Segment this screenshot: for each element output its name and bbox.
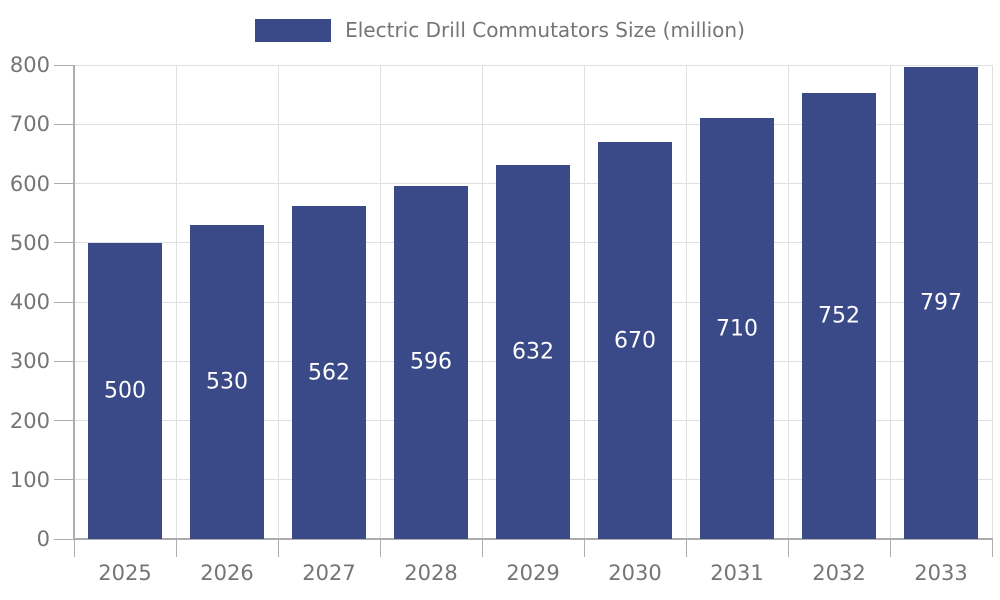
bar-value-label: 710 — [716, 316, 758, 342]
bar-2033[interactable] — [904, 66, 978, 539]
x-axis-tick — [889, 539, 891, 557]
y-axis-tick — [54, 64, 74, 66]
y-axis-tick — [54, 183, 74, 184]
bar-value-label: 752 — [818, 303, 860, 329]
x-axis-tick — [583, 539, 585, 557]
bar-2028[interactable] — [394, 185, 468, 539]
bar-2029[interactable] — [496, 164, 570, 539]
y-axis-label: 700 — [9, 112, 50, 137]
gridline-v — [583, 65, 585, 539]
bar-value-label: 797 — [920, 290, 962, 316]
gridline-h — [74, 64, 992, 66]
y-axis-tick — [54, 242, 74, 244]
x-axis-tick — [379, 539, 381, 557]
gridline-v — [685, 65, 687, 539]
x-axis-label: 2026 — [200, 561, 254, 585]
x-axis-tick — [991, 539, 993, 557]
x-axis-label: 2030 — [608, 561, 662, 585]
x-axis-label: 2032 — [812, 561, 866, 585]
gridline-v — [175, 65, 177, 539]
bar-value-label: 530 — [206, 369, 248, 395]
bar-value-label: 500 — [104, 378, 146, 404]
x-axis-line — [73, 538, 993, 540]
y-axis-tick — [54, 420, 74, 421]
x-axis-label: 2027 — [302, 561, 356, 585]
legend[interactable]: Electric Drill Commutators Size (million… — [0, 18, 1000, 42]
x-axis-label: 2029 — [506, 561, 560, 585]
y-axis-tick — [54, 360, 74, 362]
x-axis-tick — [481, 539, 483, 557]
bar-value-label: 562 — [308, 360, 350, 385]
legend-label: Electric Drill Commutators Size (million… — [345, 18, 745, 42]
y-axis-line — [73, 65, 75, 539]
legend-swatch — [255, 18, 332, 42]
y-axis-label: 500 — [9, 230, 50, 255]
x-axis-tick — [175, 539, 177, 557]
gridline-v — [277, 65, 279, 539]
y-axis-tick — [54, 538, 74, 540]
bar-value-label: 632 — [512, 339, 554, 365]
gridline-v — [481, 65, 483, 539]
gridline-v — [787, 65, 789, 539]
y-axis-label: 600 — [9, 171, 50, 196]
gridline-v — [379, 65, 381, 539]
y-axis-tick — [54, 301, 74, 303]
x-axis-tick — [277, 539, 279, 557]
y-axis-label: 400 — [9, 290, 50, 314]
x-axis-label: 2031 — [710, 561, 764, 585]
x-axis-tick — [685, 539, 687, 557]
y-axis-label: 0 — [36, 527, 50, 551]
x-axis-label: 2025 — [98, 561, 152, 585]
y-axis-label: 100 — [9, 467, 50, 492]
gridline-h — [74, 123, 992, 125]
bar-2026[interactable] — [190, 224, 264, 539]
x-axis-label: 2028 — [404, 561, 458, 585]
x-axis-tick — [787, 539, 789, 557]
gridline-v — [991, 65, 993, 539]
bar-2027[interactable] — [292, 206, 366, 539]
x-axis-tick — [73, 539, 75, 557]
bar-2025[interactable] — [88, 242, 162, 539]
y-axis-tick — [54, 479, 74, 481]
y-axis-tick — [54, 123, 74, 125]
bar-value-label: 596 — [410, 349, 452, 375]
bar-2032[interactable] — [802, 93, 876, 539]
x-axis-label: 2033 — [914, 561, 968, 585]
y-axis-label: 800 — [9, 53, 50, 77]
gridline-v — [889, 65, 891, 539]
bar-value-label: 670 — [614, 328, 656, 353]
y-axis-label: 200 — [9, 408, 50, 433]
bar-2030[interactable] — [598, 142, 672, 539]
y-axis-label: 300 — [9, 349, 50, 374]
bar-2031[interactable] — [700, 118, 774, 539]
